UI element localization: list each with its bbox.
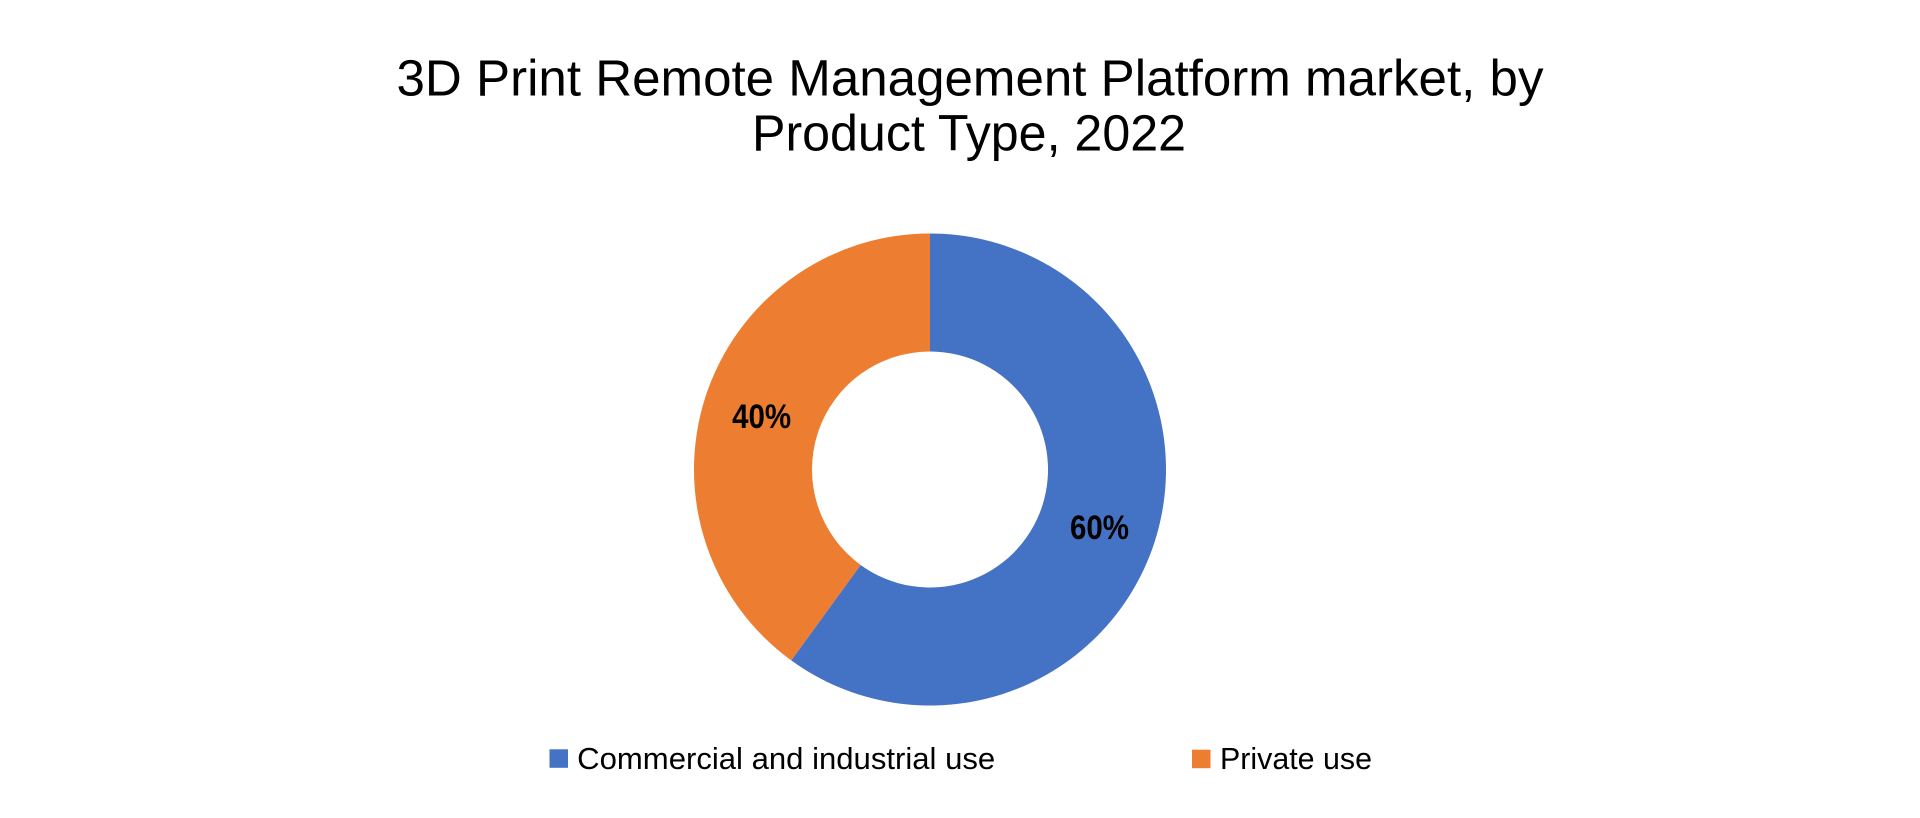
svg-text:Product Type, 2022: Product Type, 2022 xyxy=(752,105,1186,162)
svg-text:Private use: Private use xyxy=(1220,741,1372,776)
svg-text:40%: 40% xyxy=(732,398,791,436)
svg-text:3D Print Remote Management Pla: 3D Print Remote Management Platform mark… xyxy=(397,50,1545,107)
svg-text:Commercial and industrial use: Commercial and industrial use xyxy=(577,741,995,776)
svg-text:60%: 60% xyxy=(1070,509,1129,547)
